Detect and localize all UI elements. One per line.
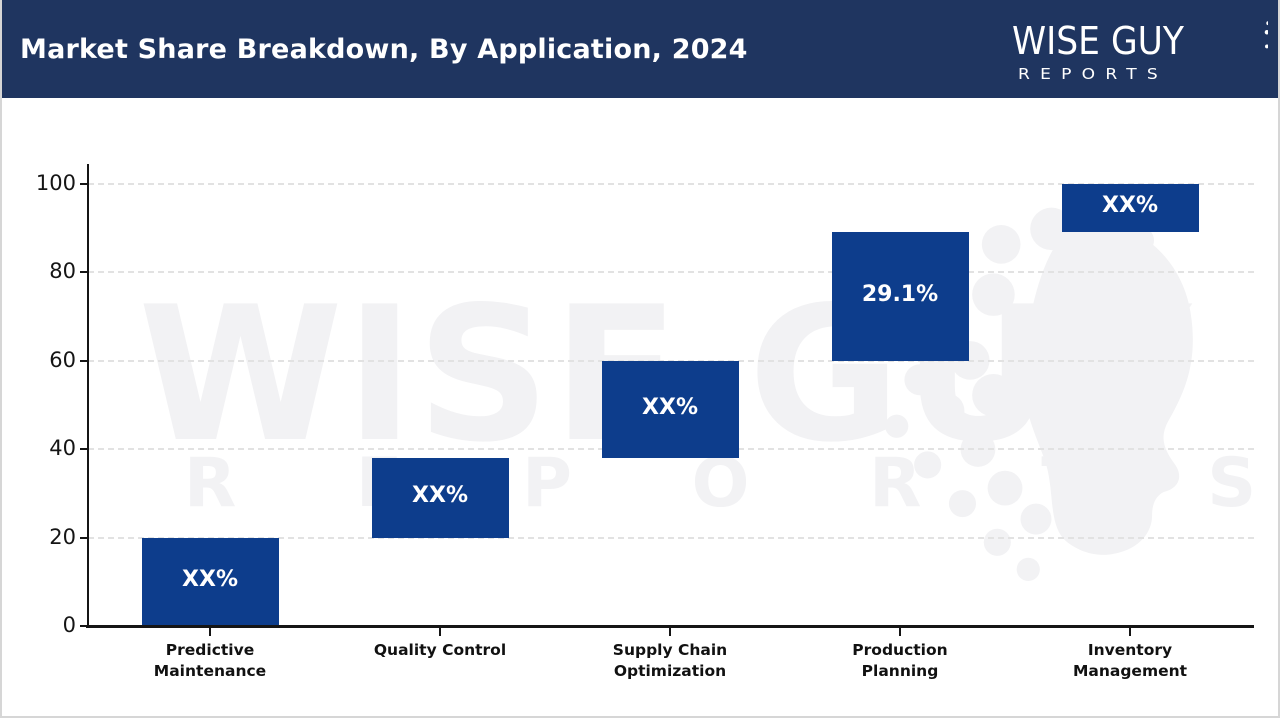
bar-inventory-management xyxy=(1061,184,1199,232)
y-tick-label-100: 100 xyxy=(35,171,76,195)
bar-value-label-production-planning: 29.1% xyxy=(861,281,939,307)
x-tick-production-planning xyxy=(899,628,901,636)
y-tick-label-40: 40 xyxy=(49,436,76,460)
y-tick-100 xyxy=(80,183,88,185)
bar-value-label-predictive-maintenance: XX% xyxy=(182,567,238,592)
y-axis-line xyxy=(87,164,89,628)
x-tick-supply-chain-optimization xyxy=(669,628,671,636)
y-tick-label-60: 60 xyxy=(49,348,76,372)
gridline-100 xyxy=(88,183,1254,185)
bar-value-label-quality-control: XX% xyxy=(412,483,468,508)
bar-value-label-inventory-management: XX% xyxy=(1102,193,1158,218)
bar-value-label-supply-chain-optimization: XX% xyxy=(642,394,698,420)
y-tick-60 xyxy=(80,360,88,362)
page-title: Market Share Breakdown, By Application, … xyxy=(20,33,748,65)
logo-tagline: REPORTS xyxy=(1018,65,1168,83)
bar-predictive-maintenance xyxy=(141,538,279,626)
x-tick-label-production-planning: Production Planning xyxy=(852,641,948,680)
y-tick-label-0: 0 xyxy=(62,613,76,637)
y-tick-0 xyxy=(80,625,88,627)
x-tick-predictive-maintenance xyxy=(209,628,211,636)
x-tick-quality-control xyxy=(439,628,441,636)
bar-production-planning xyxy=(831,232,969,361)
y-tick-20 xyxy=(80,537,88,539)
bar-quality-control xyxy=(371,458,509,538)
x-tick-label-quality-control: Quality Control xyxy=(373,641,507,659)
wiseguy-head-icon xyxy=(1265,10,1268,72)
logo-wordmark: WISE GUY xyxy=(1012,19,1185,63)
x-axis-line xyxy=(86,625,1254,628)
y-tick-label-20: 20 xyxy=(49,525,76,549)
x-tick-label-inventory-management: Inventory Management xyxy=(1072,641,1188,680)
header-bar: Market Share Breakdown, By Application, … xyxy=(0,0,1280,98)
x-tick-label-predictive-maintenance: Predictive Maintenance xyxy=(153,641,267,680)
y-tick-80 xyxy=(80,271,88,273)
y-tick-40 xyxy=(80,448,88,450)
wiseguy-logo: WISE GUY REPORTS xyxy=(1012,7,1268,83)
gridline-20 xyxy=(88,537,1254,539)
bar-supply-chain-optimization xyxy=(601,361,739,458)
x-tick-label-supply-chain-optimization: Supply Chain Optimization xyxy=(612,641,728,680)
y-tick-label-80: 80 xyxy=(49,259,76,283)
x-tick-inventory-management xyxy=(1129,628,1131,636)
gridline-80 xyxy=(88,271,1254,273)
